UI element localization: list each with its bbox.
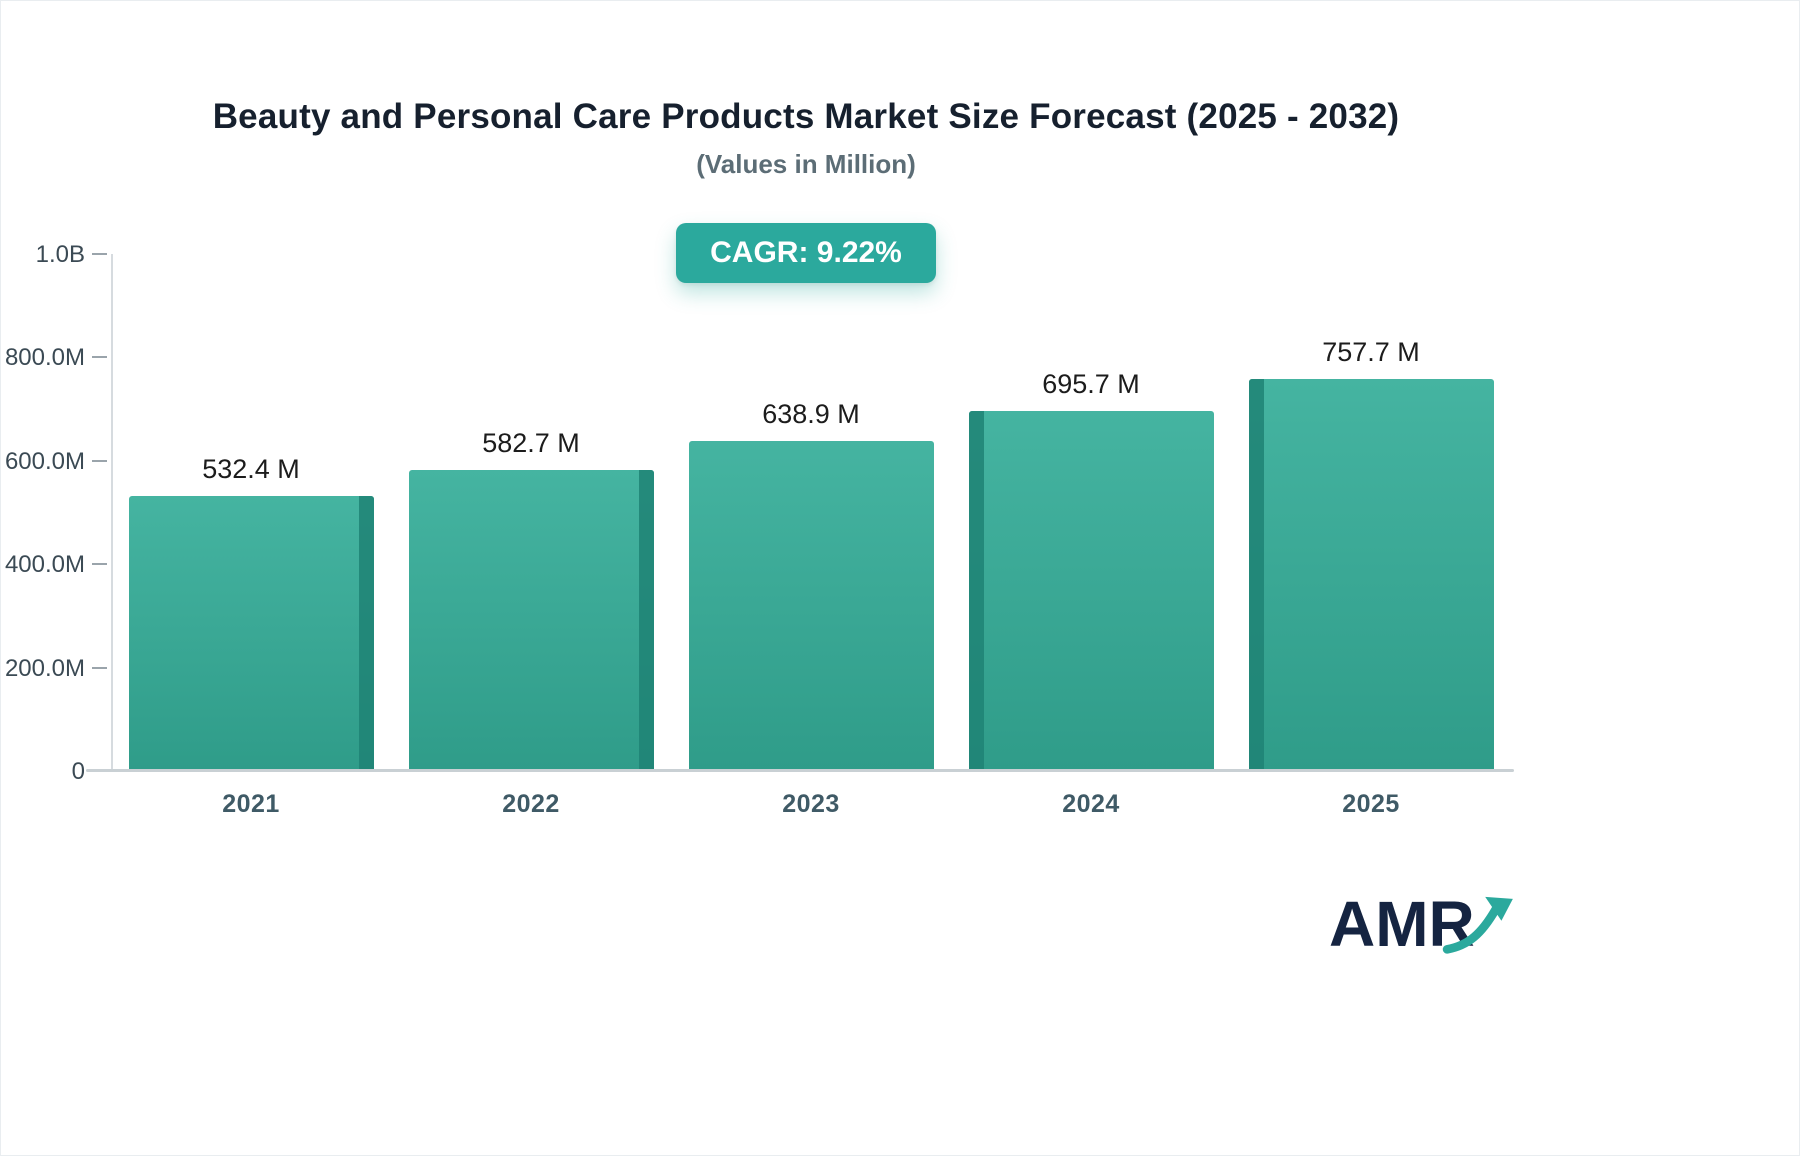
growth-arrow-icon: [1442, 896, 1513, 954]
x-axis-label: 2025: [1342, 790, 1400, 818]
bar-3d-edge: [968, 411, 984, 771]
page-title: Beauty and Personal Care Products Market…: [212, 97, 1400, 136]
x-axis-label: 2024: [1062, 790, 1120, 818]
x-axis-label: 2021: [222, 790, 280, 818]
x-axis-label: 2022: [502, 790, 560, 818]
bar: [1248, 379, 1494, 771]
y-axis-tick-label: 0: [71, 758, 85, 785]
x-axis: 2021 2022 2023 2024 2025: [111, 790, 1511, 819]
bar-3d-edge: [638, 469, 654, 771]
y-axis-line: [111, 254, 113, 771]
cagr-badge: CAGR: 9.22%: [676, 223, 936, 283]
y-axis-tick-mark: [92, 666, 107, 669]
bar-column: 532.4 M: [111, 254, 391, 771]
y-axis-tick-mark: [92, 356, 107, 359]
y-axis-tick-label: 1.0B: [35, 241, 85, 268]
page-subtitle: (Values in Million): [696, 149, 916, 179]
bar-column: 638.9 M: [671, 254, 951, 771]
cagr-badge-container: CAGR: 9.22%: [1, 223, 1611, 283]
bar-value-label: 757.7 M: [1322, 337, 1420, 368]
bar-column: 757.7 M: [1231, 254, 1511, 771]
bar-value-label: 695.7 M: [1042, 369, 1140, 400]
y-axis-tick-label: 200.0M: [4, 654, 85, 682]
bar-column: 582.7 M: [391, 254, 671, 771]
y-axis-tick-mark: [92, 459, 107, 462]
bar-3d-edge: [358, 495, 374, 771]
bar-3d-edge: [1248, 379, 1264, 771]
x-axis-label: 2023: [782, 790, 840, 818]
y-axis-tick-mark: [92, 563, 107, 566]
bar: [968, 411, 1214, 771]
bar-value-label: 582.7 M: [482, 427, 580, 458]
bar-value-label: 532.4 M: [202, 453, 300, 484]
bar-chart: 0 200.0M 400.0M 600.0M 800.0M 1.0B 532.4 M 582…: [1, 241, 1800, 854]
y-axis-tick-label: 600.0M: [4, 447, 85, 475]
y-axis-tick-mark: [92, 253, 107, 255]
bar-value-label: 638.9 M: [762, 398, 860, 429]
bar-column: 695.7 M: [951, 254, 1231, 771]
bar: [128, 495, 374, 771]
y-axis-tick-label: 400.0M: [4, 551, 85, 579]
bar: [688, 440, 934, 771]
bar: [408, 469, 654, 771]
x-axis-line: [86, 769, 1514, 772]
amr-logo: AMR: [1329, 889, 1529, 969]
y-axis: 0 200.0M 400.0M 600.0M 800.0M 1.0B: [1, 241, 111, 785]
plot-area: 532.4 M 582.7 M 638.9 M 695.7 M 757.7 M: [111, 254, 1511, 771]
y-axis-tick-label: 800.0M: [4, 344, 85, 372]
